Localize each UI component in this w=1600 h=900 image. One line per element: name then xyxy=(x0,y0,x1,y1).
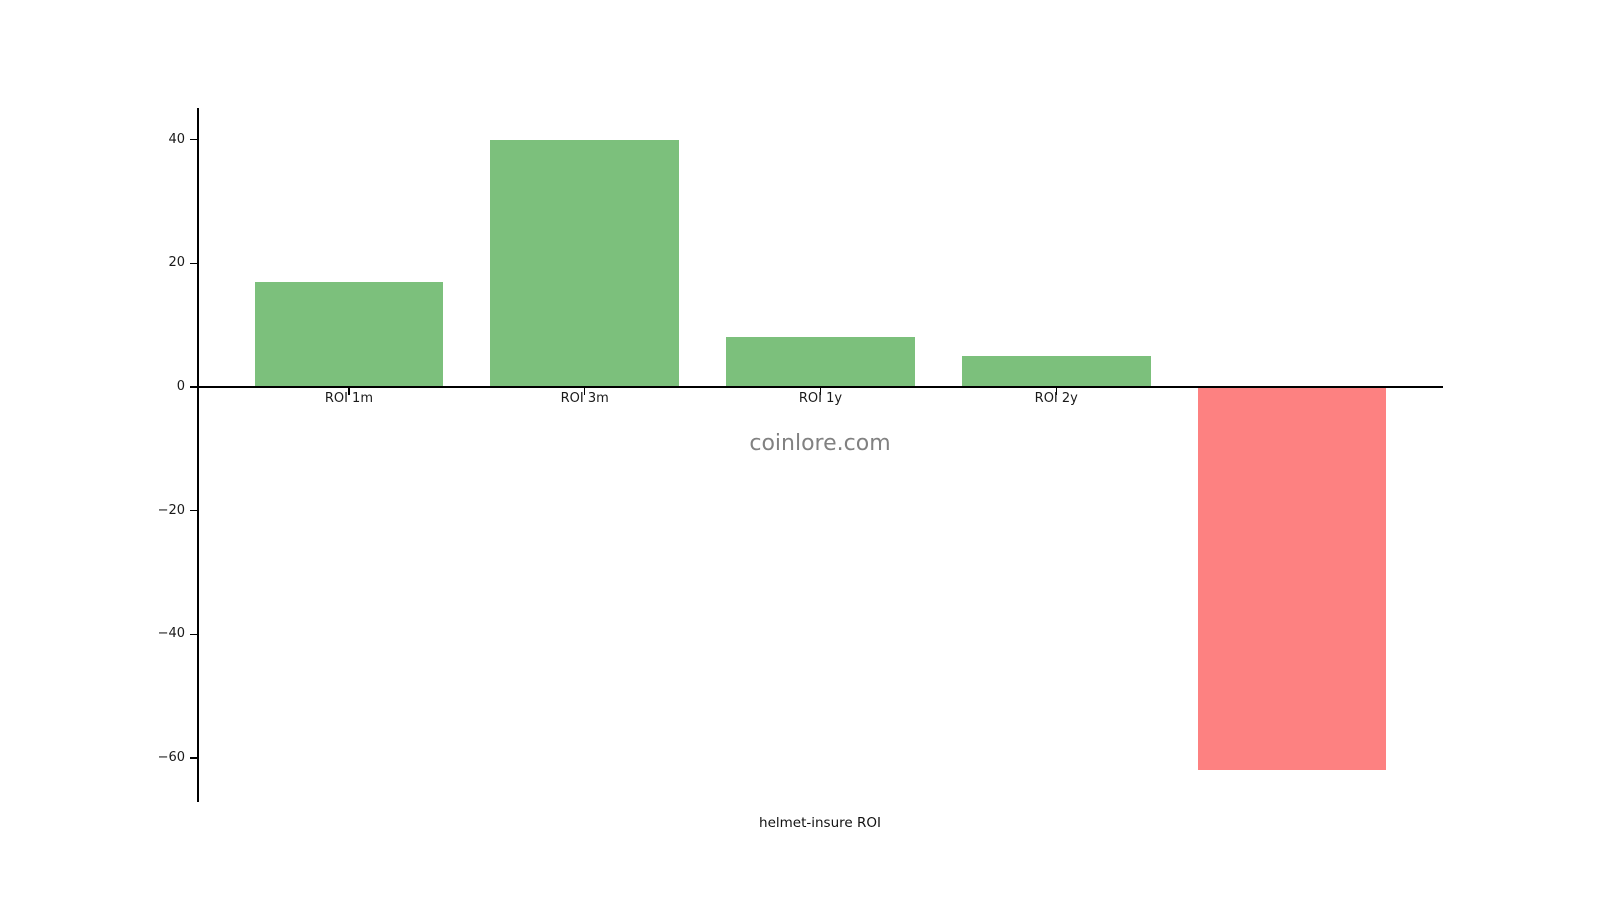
y-tick-label: −40 xyxy=(157,626,185,642)
y-tick-label: 40 xyxy=(168,131,185,147)
y-tick-mark xyxy=(190,262,198,264)
y-tick-mark xyxy=(190,509,198,512)
y-tick-mark xyxy=(190,633,198,636)
watermark-text: coinlore.com xyxy=(749,431,891,456)
bar-roi-3m xyxy=(490,139,679,387)
bar-unlabeled-4 xyxy=(1197,386,1387,771)
y-tick-label: −20 xyxy=(157,502,185,518)
bar-roi-2y xyxy=(961,356,1151,387)
y-tick-mark xyxy=(190,138,198,141)
bar-roi-1y xyxy=(726,337,915,387)
x-tick-mark xyxy=(348,386,350,395)
x-axis-line xyxy=(197,386,1443,388)
y-tick-mark xyxy=(190,386,198,388)
x-tick-label: ROI 1m xyxy=(324,390,373,406)
y-axis-line xyxy=(197,108,199,802)
y-tick-label: −60 xyxy=(157,750,185,766)
y-tick-label: 0 xyxy=(176,378,185,394)
bar-roi-1m xyxy=(254,281,444,387)
x-tick-mark xyxy=(819,386,822,395)
x-tick-mark xyxy=(1055,386,1058,395)
y-tick-mark xyxy=(190,757,198,759)
x-tick-label: ROI 2y xyxy=(1034,390,1078,406)
x-tick-mark xyxy=(583,386,586,395)
x-axis-title: helmet-insure ROI xyxy=(759,815,881,831)
x-tick-label: ROI 1y xyxy=(798,390,843,406)
y-tick-label: 20 xyxy=(168,255,185,271)
x-tick-label: ROI 3m xyxy=(560,390,609,406)
